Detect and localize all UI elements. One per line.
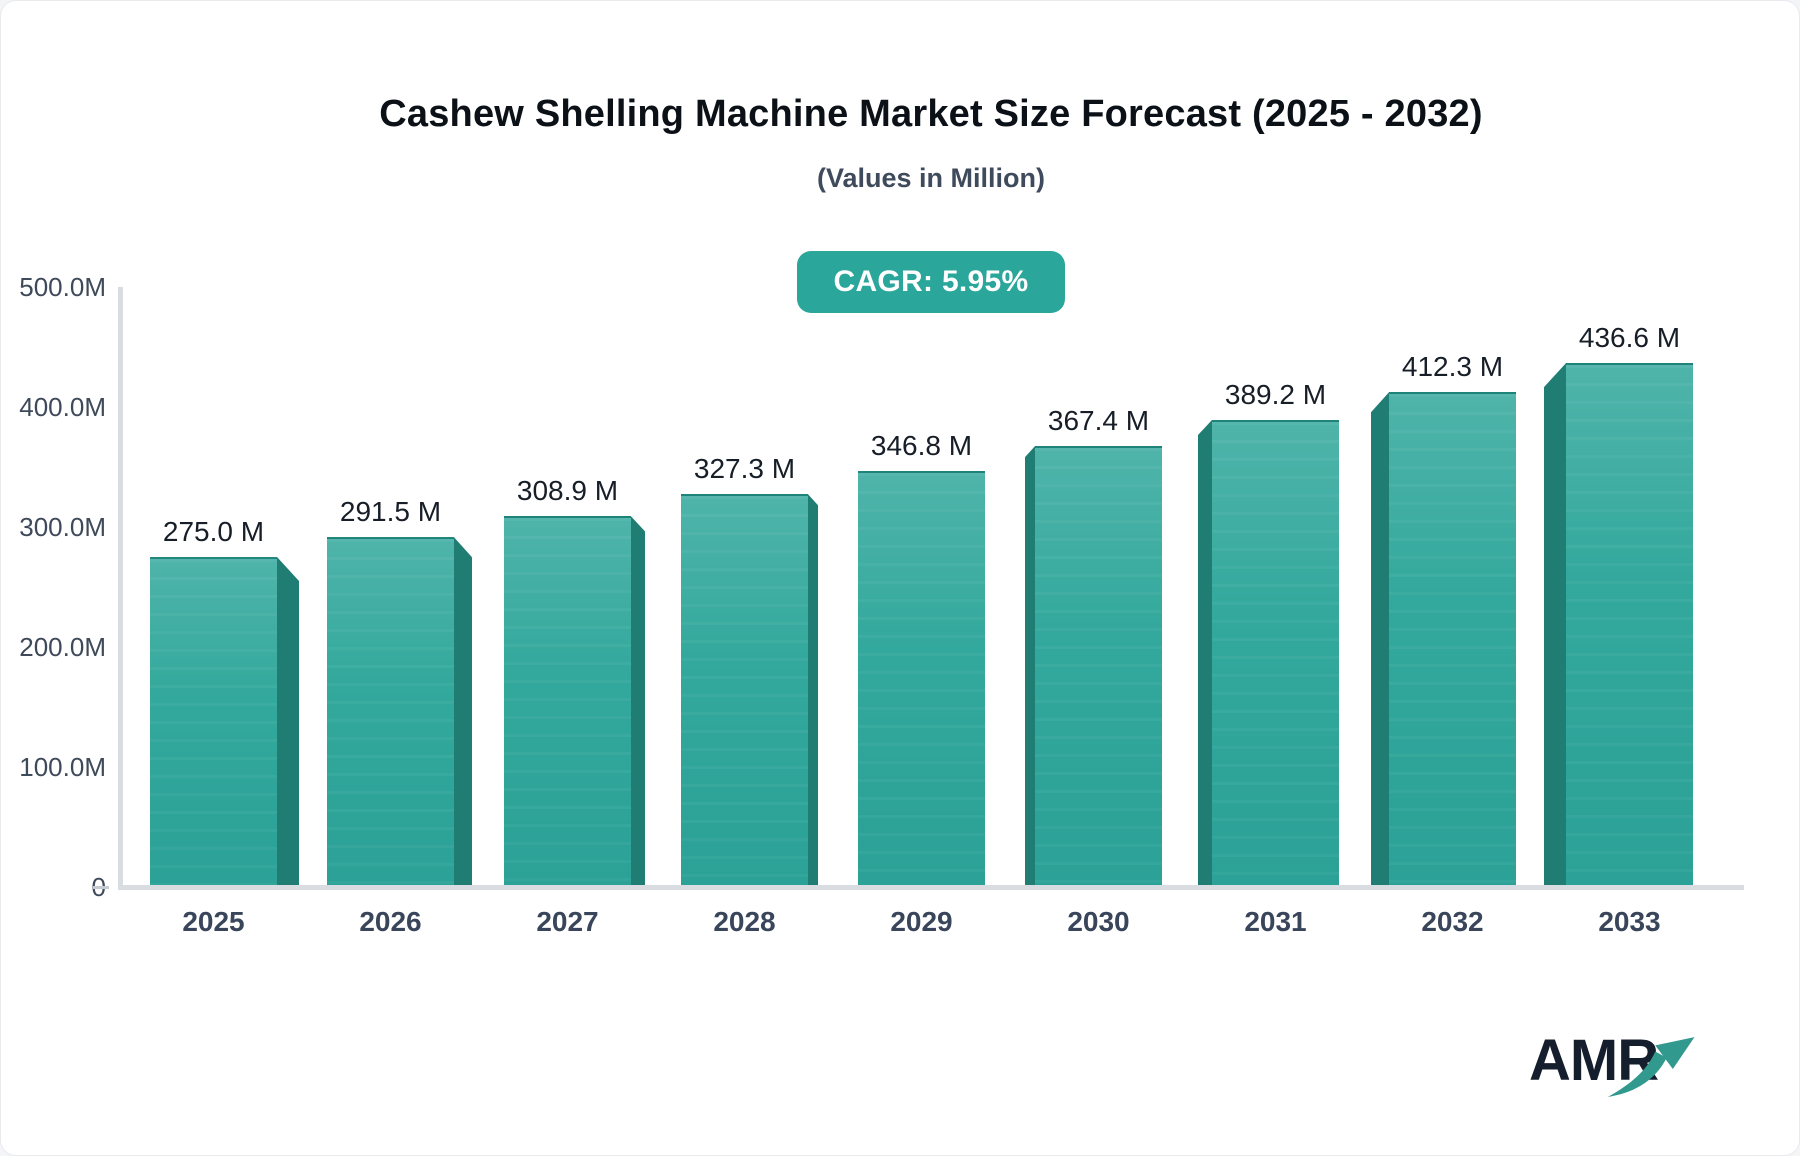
bar-2025 <box>150 557 277 885</box>
y-axis-label: 500.0M <box>19 272 106 302</box>
bar-2031 <box>1212 419 1339 885</box>
y-axis-label: 100.0M <box>19 752 106 782</box>
y-axis-line <box>118 287 123 887</box>
cagr-badge: CAGR: 5.95% <box>797 251 1065 313</box>
bar-2033 <box>1566 363 1693 885</box>
bar-2028 <box>681 494 808 885</box>
x-axis-label-2026: 2026 <box>359 906 422 937</box>
bar-value-label: 367.4 M <box>1047 405 1150 437</box>
x-axis-label-2025: 2025 <box>182 906 245 937</box>
bar-side-face <box>808 494 818 885</box>
bar-side-face <box>1371 392 1389 885</box>
x-axis-label-2032: 2032 <box>1421 906 1484 937</box>
bar-2030 <box>1035 446 1162 885</box>
bar-value-label: 291.5 M <box>339 496 442 528</box>
bar-side-face <box>1544 363 1566 885</box>
bar-2032 <box>1389 392 1516 885</box>
bar-2027 <box>504 516 631 885</box>
bar-side-face <box>1198 419 1212 885</box>
logo-arrow-tail <box>1607 1051 1667 1097</box>
bar-value-label: 436.6 M <box>1578 322 1681 354</box>
y-axis-label: 300.0M <box>19 512 106 542</box>
logo-arrow-icon <box>1607 1037 1695 1097</box>
y-axis-label: 200.0M <box>19 632 106 662</box>
chart-subtitle: (Values in Million) <box>816 163 1046 193</box>
y-axis-label: 0 <box>1 870 106 904</box>
bar-side-face <box>277 557 299 885</box>
x-axis-label-2031: 2031 <box>1244 906 1307 937</box>
bar-side-face <box>454 537 472 885</box>
amr-logo: AMR <box>1529 1031 1724 1115</box>
x-axis-label-2033: 2033 <box>1598 906 1661 937</box>
x-axis-label-2028: 2028 <box>713 906 776 937</box>
page-title: Cashew Shelling Machine Market Size Fore… <box>379 93 1483 135</box>
bar-value-label: 327.3 M <box>693 453 796 485</box>
bar-2029 <box>858 470 985 885</box>
bar-2026 <box>327 537 454 885</box>
bar-value-label: 412.3 M <box>1401 351 1504 383</box>
x-axis-label-2029: 2029 <box>890 906 953 937</box>
logo-arrow-head <box>1655 1037 1695 1070</box>
x-axis-label-2027: 2027 <box>536 906 599 937</box>
y-axis-label: 400.0M <box>19 392 106 422</box>
x-axis-label-2030: 2030 <box>1067 906 1130 937</box>
bar-side-face <box>631 516 645 885</box>
bar-side-face <box>1025 446 1035 885</box>
bar-value-label: 346.8 M <box>870 429 973 461</box>
badge-wrap: CAGR: 5.95% <box>118 251 1744 313</box>
bar-value-label: 389.2 M <box>1224 378 1327 410</box>
bar-value-label: 308.9 M <box>516 475 619 507</box>
zero-tick-mark <box>93 886 109 889</box>
x-axis-line <box>118 885 1744 890</box>
bar-value-label: 275.0 M <box>162 516 265 547</box>
